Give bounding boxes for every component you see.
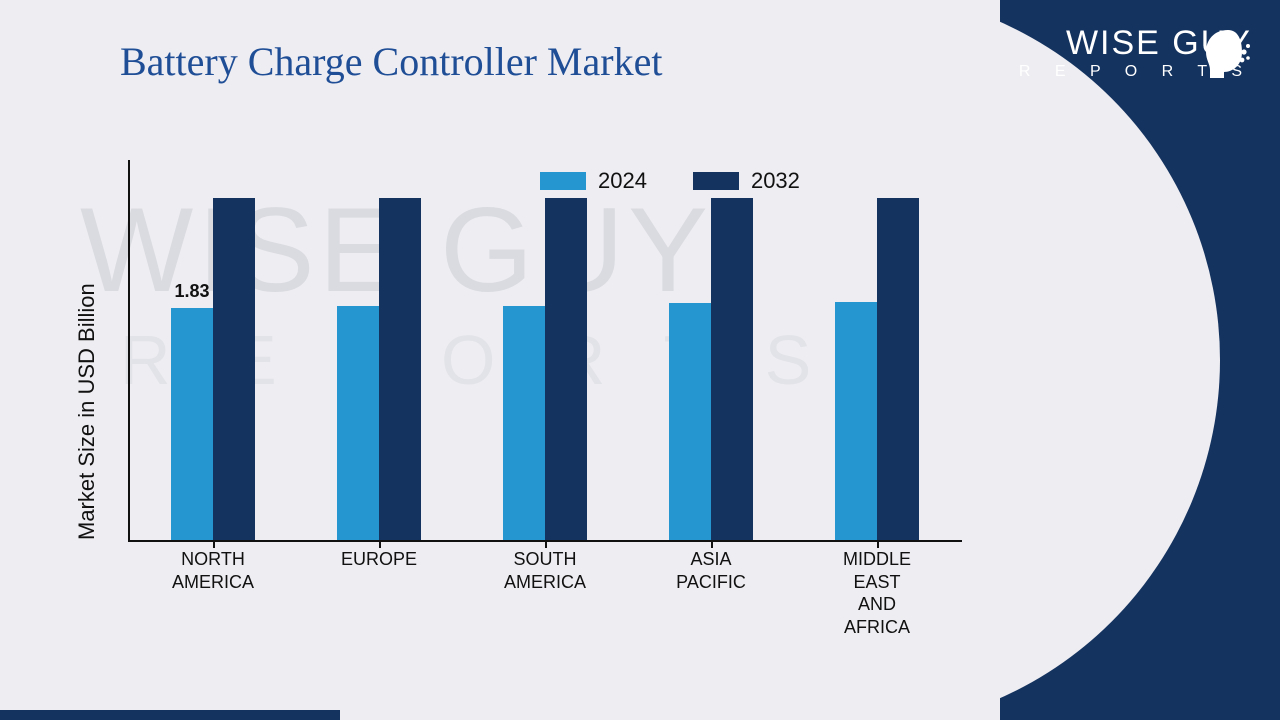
bar-2024 <box>171 308 213 540</box>
category-label: ASIAPACIFIC <box>628 548 794 593</box>
chart-title: Battery Charge Controller Market <box>120 38 662 85</box>
bar-2032 <box>379 198 421 540</box>
plot-area: 1.83 <box>130 160 960 540</box>
footer-accent-bar <box>0 710 340 720</box>
y-axis-label: Market Size in USD Billion <box>74 283 100 540</box>
bar-2032 <box>545 198 587 540</box>
bar-2032 <box>213 198 255 540</box>
bar-2024 <box>337 306 379 540</box>
x-tick <box>545 540 547 548</box>
x-tick <box>711 540 713 548</box>
bar-2024 <box>669 303 711 540</box>
head-icon <box>1198 24 1258 84</box>
category-label: NORTHAMERICA <box>130 548 296 593</box>
x-tick <box>213 540 215 548</box>
category-label: MIDDLEEASTANDAFRICA <box>794 548 960 638</box>
bar-2032 <box>711 198 753 540</box>
bar-2032 <box>877 198 919 540</box>
category-label: EUROPE <box>296 548 462 571</box>
x-tick <box>379 540 381 548</box>
bar-2024 <box>503 306 545 540</box>
category-label: SOUTHAMERICA <box>462 548 628 593</box>
x-tick <box>877 540 879 548</box>
brand-logo: WISE GUY R E P O R T S <box>1019 26 1252 80</box>
bar-2024 <box>835 302 877 540</box>
chart-frame: WISE GUY R E P O R T S Battery Charge Co… <box>0 0 1280 720</box>
